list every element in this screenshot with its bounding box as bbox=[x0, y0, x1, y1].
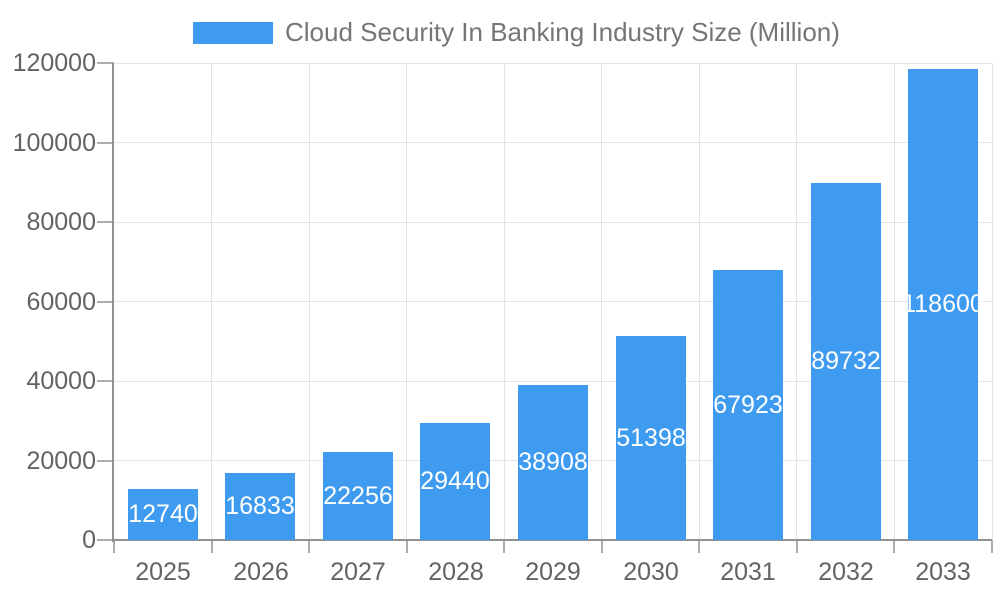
x-tick-mark bbox=[308, 540, 310, 553]
y-tick-mark bbox=[97, 62, 114, 64]
chart-legend[interactable]: Cloud Security In Banking Industry Size … bbox=[193, 17, 840, 47]
bar-2029: 38908 bbox=[518, 385, 588, 540]
bar-2031: 67923 bbox=[713, 270, 783, 540]
gridline-v bbox=[796, 63, 797, 540]
x-tick-mark bbox=[991, 540, 993, 553]
bar-value-label: 67923 bbox=[713, 390, 783, 419]
bar-value-label: 38908 bbox=[518, 448, 588, 476]
x-axis-label: 2030 bbox=[623, 558, 679, 586]
y-tick-mark bbox=[97, 301, 114, 303]
y-tick-mark bbox=[97, 460, 114, 462]
gridline-h bbox=[114, 63, 992, 64]
bar-2028: 29440 bbox=[420, 423, 490, 540]
legend-swatch bbox=[193, 21, 273, 44]
y-axis-label: 20000 bbox=[26, 447, 96, 475]
gridline-h bbox=[114, 222, 992, 223]
bar-2030: 51398 bbox=[616, 336, 686, 540]
x-tick-mark bbox=[893, 540, 895, 553]
bar-value-label: 22256 bbox=[323, 481, 393, 510]
gridline-h bbox=[114, 142, 992, 143]
gridline-v bbox=[211, 63, 212, 540]
gridline-v bbox=[406, 63, 407, 540]
gridline-v bbox=[601, 63, 602, 540]
gridline-h bbox=[114, 301, 992, 302]
x-axis-label: 2027 bbox=[330, 558, 386, 586]
bar-value-label: 29440 bbox=[420, 467, 490, 495]
y-axis-label: 100000 bbox=[12, 129, 96, 157]
gridline-v bbox=[894, 63, 895, 540]
y-tick-mark bbox=[97, 142, 114, 144]
gridline-v bbox=[992, 63, 993, 540]
y-tick-mark bbox=[97, 221, 114, 223]
bar-value-label: 51398 bbox=[616, 423, 686, 452]
y-axis-line bbox=[112, 63, 114, 542]
gridline-v bbox=[504, 63, 505, 540]
bar-value-label: 12740 bbox=[128, 500, 198, 528]
bar-2033: 118600 bbox=[902, 69, 984, 540]
x-axis-label: 2028 bbox=[428, 558, 484, 586]
y-axis-label: 40000 bbox=[26, 367, 96, 395]
legend-label: Cloud Security In Banking Industry Size … bbox=[285, 17, 840, 47]
y-tick-mark bbox=[97, 380, 114, 382]
x-tick-mark bbox=[406, 540, 408, 553]
x-tick-mark bbox=[503, 540, 505, 553]
bar-value-label: 118600 bbox=[902, 290, 984, 318]
y-axis-label: 0 bbox=[82, 526, 96, 554]
x-axis-label: 2029 bbox=[525, 558, 581, 586]
x-tick-mark bbox=[211, 540, 213, 553]
y-axis-label: 80000 bbox=[26, 208, 96, 236]
bar-value-label: 16833 bbox=[225, 492, 295, 520]
bar-2027: 22256 bbox=[323, 452, 393, 540]
bar-2025: 12740 bbox=[128, 489, 198, 540]
x-axis-label: 2032 bbox=[818, 558, 874, 586]
y-axis-label: 120000 bbox=[12, 49, 96, 77]
gridline-h bbox=[114, 381, 992, 382]
gridline-v bbox=[699, 63, 700, 540]
y-tick-mark bbox=[97, 539, 114, 541]
y-axis-label: 60000 bbox=[26, 288, 96, 316]
x-tick-mark bbox=[113, 540, 115, 553]
x-axis-line bbox=[112, 539, 992, 541]
gridline-v bbox=[309, 63, 310, 540]
x-tick-mark bbox=[796, 540, 798, 553]
x-tick-mark bbox=[698, 540, 700, 553]
bar-value-label: 89732 bbox=[811, 347, 881, 375]
x-tick-mark bbox=[601, 540, 603, 553]
x-axis-label: 2031 bbox=[720, 558, 776, 586]
bar-2026: 16833 bbox=[225, 473, 295, 540]
x-axis-label: 2033 bbox=[915, 558, 971, 586]
x-axis-label: 2025 bbox=[135, 558, 191, 586]
x-axis-label: 2026 bbox=[233, 558, 289, 586]
bar-2032: 89732 bbox=[811, 183, 881, 540]
